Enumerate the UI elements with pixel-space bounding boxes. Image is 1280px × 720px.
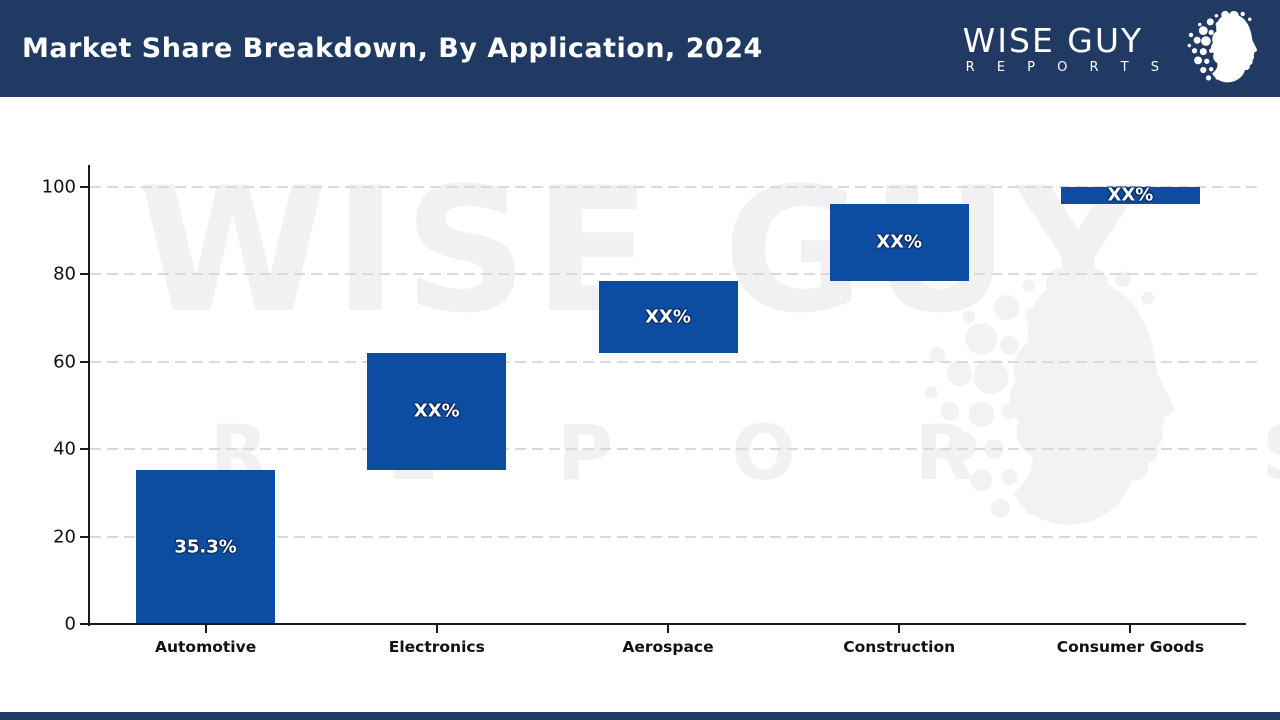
y-tick-0 xyxy=(80,623,88,625)
x-axis xyxy=(88,623,1246,625)
y-tick-label: 40 xyxy=(53,438,76,460)
bar-construction xyxy=(829,203,969,281)
y-axis xyxy=(88,164,90,626)
gridline-40 xyxy=(90,448,1258,450)
header-bar: Market Share Breakdown, By Application, … xyxy=(0,0,1280,97)
x-category-label: Construction xyxy=(843,638,956,656)
x-tick-1 xyxy=(435,625,438,633)
chart-area: WISE GUY R E P O R T S 0 20 40 60 80 100 35.3%… xyxy=(0,97,1280,712)
gridline-100 xyxy=(90,185,1258,188)
y-tick-label: 0 xyxy=(64,613,76,635)
y-tick-label: 60 xyxy=(53,351,76,372)
footer-bar xyxy=(0,712,1280,720)
gridline-20 xyxy=(90,535,1258,538)
gridline-60 xyxy=(90,360,1258,363)
x-category-label: Aerospace xyxy=(622,638,714,656)
y-tick-label: 20 xyxy=(53,526,76,547)
bar-electronics xyxy=(367,353,507,470)
bar-value-label: 35.3% xyxy=(174,536,237,558)
y-tick-80 xyxy=(80,273,88,275)
x-tick-3 xyxy=(898,625,901,633)
x-tick-2 xyxy=(667,625,669,633)
gridline-80 xyxy=(90,273,1258,275)
bar-value-label: XX% xyxy=(876,231,923,253)
wise-guy-logo: WISE GUY R E P O R T S xyxy=(963,8,1280,90)
bar-value-label: XX% xyxy=(413,400,460,422)
x-category-label: Automotive xyxy=(154,638,257,656)
y-tick-label: 100 xyxy=(41,176,76,197)
wise-guy-head-icon xyxy=(1187,10,1257,82)
x-tick-0 xyxy=(204,625,207,633)
page-title: Market Share Breakdown, By Application, … xyxy=(22,33,763,64)
x-category-label: Electronics xyxy=(388,638,485,656)
y-tick-100 xyxy=(80,185,88,188)
x-tick-4 xyxy=(1129,625,1132,633)
bar-automotive xyxy=(136,469,276,624)
logo-wordmark: WISE GUY xyxy=(962,20,1144,60)
y-tick-label: 80 xyxy=(53,263,76,285)
bar-aerospace xyxy=(598,281,738,354)
bar-value-label: XX% xyxy=(1107,184,1154,206)
y-tick-40 xyxy=(80,448,88,450)
logo-subtitle: R E P O R T S xyxy=(965,59,1168,75)
x-category-label: Consumer Goods xyxy=(1056,638,1205,656)
y-tick-20 xyxy=(80,535,88,538)
bar-value-label: XX% xyxy=(645,306,691,328)
y-tick-60 xyxy=(80,360,88,363)
bar-consumer-goods xyxy=(1060,186,1200,204)
